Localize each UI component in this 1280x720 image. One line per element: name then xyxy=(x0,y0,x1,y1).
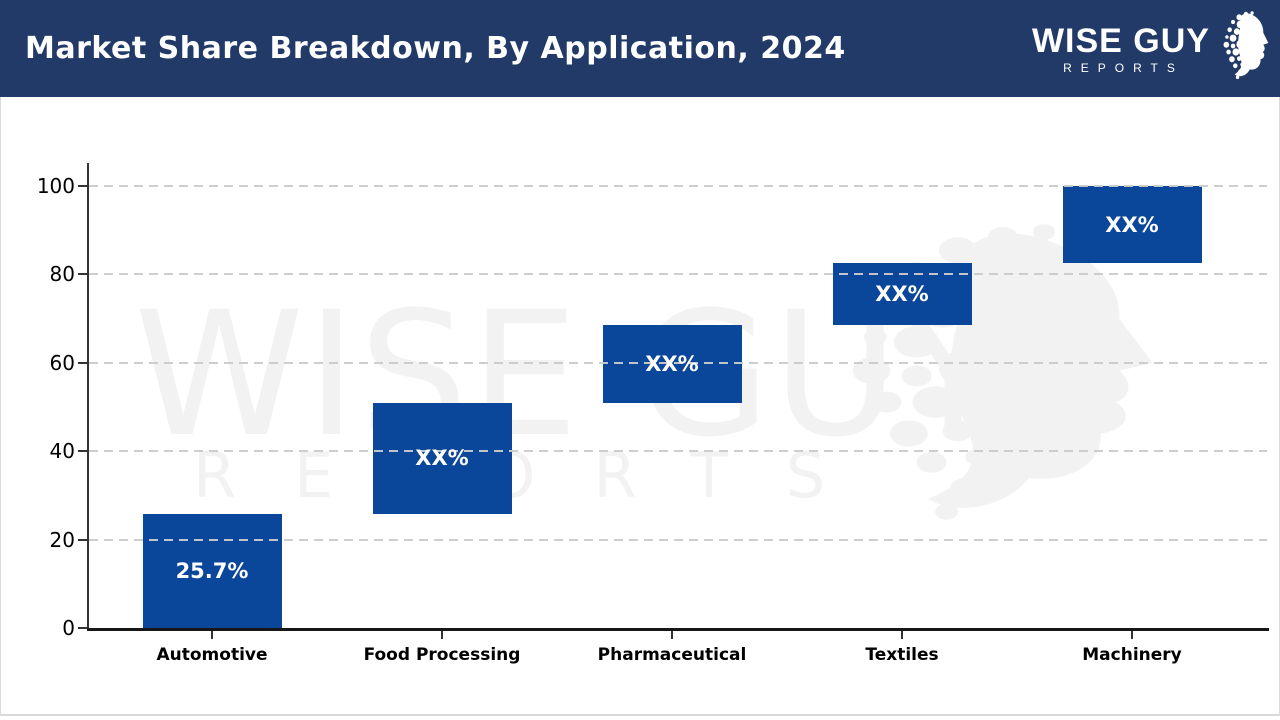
x-tick-label-automotive: Automotive xyxy=(156,645,268,665)
logo-text: WISE GUY REPORTS xyxy=(1032,24,1210,75)
bar-value-label-food-processing: XX% xyxy=(415,446,469,471)
logo-wordmark: WISE GUY xyxy=(1031,21,1210,60)
x-tick-label-machinery: Machinery xyxy=(1082,645,1182,665)
x-tick-label-food-processing: Food Processing xyxy=(363,645,521,665)
x-tick-machinery xyxy=(1131,631,1133,639)
bar-value-label-pharmaceutical: XX% xyxy=(645,351,699,376)
x-tick-textiles xyxy=(901,631,903,639)
y-tick-label-80: 80 xyxy=(49,262,75,287)
y-tick-0 xyxy=(78,627,89,629)
gridline-80 xyxy=(89,273,1267,276)
x-axis-spine xyxy=(87,628,1269,631)
gridline-60 xyxy=(89,361,1267,364)
y-tick-label-100: 100 xyxy=(36,174,75,198)
y-tick-100 xyxy=(78,185,89,187)
chart-canvas: WISE GUY REPORTS 0 20 40 60 80 100 25.7% Automo… xyxy=(0,97,1280,716)
bar-value-label-textiles: XX% xyxy=(875,282,929,307)
y-tick-label-20: 20 xyxy=(49,527,75,552)
y-tick-20 xyxy=(78,538,89,541)
bar-pharmaceutical xyxy=(602,325,742,403)
y-tick-40 xyxy=(78,450,89,453)
bar-automotive xyxy=(142,514,282,628)
bar-food-processing xyxy=(372,402,512,515)
x-tick-food-processing xyxy=(441,631,443,639)
plot-area: 0 20 40 60 80 100 25.7% Automotive XX% Food Proce… xyxy=(37,163,1269,665)
y-tick-80 xyxy=(78,273,89,276)
bar-value-label-machinery: XX% xyxy=(1105,212,1159,237)
y-tick-60 xyxy=(78,361,89,364)
y-tick-label-0: 0 xyxy=(62,616,75,640)
x-tick-label-textiles: Textiles xyxy=(865,645,939,665)
y-axis-spine xyxy=(87,163,89,631)
x-tick-automotive xyxy=(211,631,213,639)
report-header: Market Share Breakdown, By Application, … xyxy=(0,0,1280,97)
logo-subtitle: REPORTS xyxy=(1063,60,1184,75)
wise-guy-logo: WISE GUY REPORTS xyxy=(1032,9,1270,89)
x-tick-label-pharmaceutical: Pharmaceutical xyxy=(597,645,747,665)
bar-value-label-automotive: 25.7% xyxy=(175,559,249,584)
page-title: Market Share Breakdown, By Application, … xyxy=(25,31,846,66)
gridline-40 xyxy=(89,450,1267,453)
gridline-100 xyxy=(89,185,1267,187)
dotted-head-icon xyxy=(1223,11,1269,80)
gridline-20 xyxy=(89,538,1267,541)
y-tick-label-40: 40 xyxy=(49,439,75,464)
x-tick-pharmaceutical xyxy=(671,631,673,639)
y-tick-label-60: 60 xyxy=(49,350,75,375)
